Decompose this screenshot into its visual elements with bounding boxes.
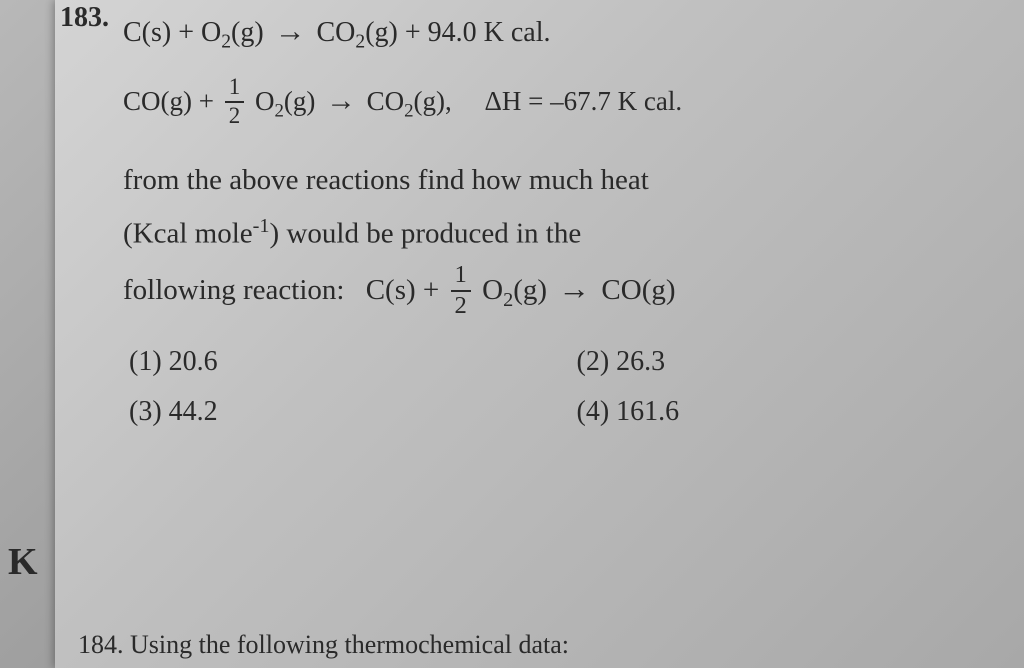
body-line-1: from the above reactions find how much h… [123, 158, 984, 203]
eq1-sub1: 2 [221, 32, 231, 53]
eq2-frac-num: 1 [225, 76, 244, 103]
eq2-sub1: 2 [274, 101, 283, 122]
eq1-mid: (g) [231, 17, 264, 48]
option-4: (4) 161.6 [577, 396, 985, 428]
equation-1: C(s) + O2(g) → CO2(g) + 94.0 K cal. [123, 10, 984, 56]
option-2: (2) 26.3 [577, 346, 985, 378]
eq2-lhs3: (g) [284, 86, 315, 116]
option-3: (3) 44.2 [129, 396, 537, 428]
body-line3a: following reaction: [123, 274, 344, 306]
page-content: 183. C(s) + O2(g) → CO2(g) + 94.0 K cal.… [55, 0, 1024, 668]
body-arrow: → [558, 271, 590, 306]
eq2-arrow: → [326, 85, 356, 117]
eq2-frac-den: 2 [225, 103, 244, 128]
side-label-k: K [8, 540, 38, 584]
eq2-rhs1: CO [367, 86, 405, 116]
body-line-2: (Kcal mole-1) would be produced in the [123, 211, 984, 257]
eq2-delta: ΔH = –67.7 K cal. [485, 86, 683, 116]
body-sup: -1 [253, 215, 270, 237]
eq1-rhs2: (g) + 94.0 K cal. [365, 17, 550, 48]
option-1: (1) 20.6 [129, 346, 537, 378]
body-line3b: C(s) + [366, 274, 440, 306]
eq2-fraction: 12 [225, 76, 244, 128]
body-fraction: 12 [451, 263, 471, 318]
body-line2a: (Kcal mole [123, 218, 253, 250]
eq1-lhs: C(s) + O [123, 17, 221, 48]
body-line3c: O [482, 274, 503, 306]
eq1-rhs1: CO [316, 17, 355, 48]
equation-2: CO(g) + 12 O2(g) → CO2(g), ΔH = –67.7 K … [123, 78, 984, 130]
options-grid: (1) 20.6 (2) 26.3 (3) 44.2 (4) 161.6 [123, 346, 984, 428]
eq2-rhs2: (g), [414, 86, 452, 116]
body-line-3: following reaction: C(s) + 12 O2(g) → CO… [123, 264, 984, 320]
body-line3e: CO(g) [601, 274, 675, 306]
eq2-lhs2: O [255, 86, 275, 116]
body-line3d: (g) [513, 274, 547, 306]
eq2-sub2: 2 [404, 101, 413, 122]
body-frac-den: 2 [451, 292, 471, 319]
body-line2b: ) would be produced in the [270, 218, 582, 250]
eq1-arrow: → [275, 14, 306, 48]
next-question-partial: 184. Using the following thermochemical … [78, 630, 569, 660]
body-frac-num: 1 [451, 263, 471, 292]
body-sub: 2 [503, 289, 513, 311]
eq2-lhs1: CO(g) + [123, 86, 214, 116]
question-body: C(s) + O2(g) → CO2(g) + 94.0 K cal. CO(g… [75, 10, 984, 428]
question-number: 183. [60, 2, 109, 34]
eq1-sub2: 2 [355, 32, 365, 53]
